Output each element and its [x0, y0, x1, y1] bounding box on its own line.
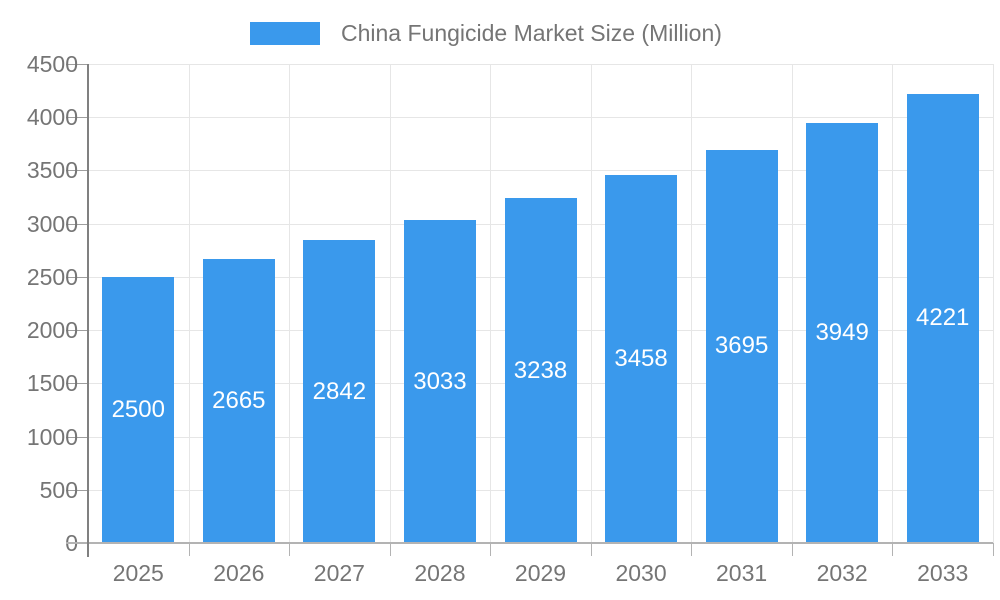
x-axis-line	[66, 542, 993, 544]
x-gridline	[389, 64, 391, 543]
x-axis-tick-label: 2026	[213, 560, 265, 586]
y-tick	[66, 436, 88, 438]
bar-value-label: 3949	[815, 318, 869, 346]
x-gridline	[490, 64, 492, 543]
y-tick	[66, 489, 88, 491]
bar[interactable]: 3238	[504, 198, 577, 543]
x-gridline	[791, 64, 793, 543]
bar[interactable]: 4221	[906, 93, 979, 543]
bar[interactable]: 3949	[806, 122, 879, 543]
x-axis-tick-label: 2031	[716, 560, 768, 586]
bar-value-label: 3033	[413, 367, 467, 395]
x-axis-tick-label: 2029	[514, 560, 567, 586]
bar-value-label: 3458	[614, 344, 668, 372]
x-axis-tick-label: 2028	[414, 560, 466, 586]
legend-label: China Fungicide Market Size (Million)	[341, 20, 722, 46]
bar-value-label: 4221	[916, 304, 970, 332]
y-axis-line	[87, 64, 89, 557]
bar[interactable]: 3695	[705, 149, 778, 543]
x-tick	[389, 543, 391, 556]
bar[interactable]: 3033	[403, 220, 476, 543]
x-gridline	[892, 64, 894, 543]
y-axis-tick-label: 1500	[26, 370, 78, 397]
y-tick	[66, 383, 88, 385]
x-tick	[490, 543, 492, 556]
bar[interactable]: 2842	[303, 240, 376, 543]
x-tick	[590, 543, 592, 556]
legend: China Fungicide Market Size (Million)	[250, 20, 722, 47]
bar-value-label: 2500	[111, 395, 165, 423]
y-tick	[66, 117, 88, 119]
y-axis-tick-label: 4500	[26, 51, 78, 77]
y-tick	[66, 170, 88, 172]
y-axis-tick-label: 3500	[26, 157, 78, 184]
y-gridline	[66, 117, 993, 119]
y-tick	[66, 276, 88, 278]
x-gridline	[691, 64, 693, 543]
x-gridline	[289, 64, 291, 543]
x-tick	[691, 543, 693, 556]
bar[interactable]: 3458	[605, 174, 678, 543]
y-axis-tick-label: 3000	[26, 210, 78, 237]
bar-value-label: 2842	[312, 377, 367, 405]
bar-value-label: 3238	[513, 356, 568, 384]
y-axis-tick-label: 1000	[26, 423, 78, 450]
legend-swatch	[250, 22, 320, 45]
y-tick	[66, 223, 88, 225]
x-tick	[289, 543, 291, 556]
bar[interactable]: 2500	[102, 276, 175, 543]
bar-value-label: 3695	[714, 332, 769, 360]
x-tick	[791, 543, 793, 556]
y-axis-tick-label: 500	[39, 476, 78, 503]
x-gridline	[590, 64, 592, 543]
y-gridline	[66, 64, 993, 65]
bar[interactable]: 2665	[202, 259, 275, 543]
y-axis-tick-label: 4000	[26, 104, 78, 131]
x-tick	[892, 543, 894, 556]
y-axis-tick-label: 2000	[26, 317, 78, 344]
x-axis-tick-label: 2025	[112, 560, 164, 586]
y-tick	[66, 64, 88, 65]
y-tick	[66, 330, 88, 332]
x-gridline	[993, 64, 994, 543]
x-axis-tick-label: 2030	[615, 560, 667, 586]
bar-value-label: 2665	[212, 387, 266, 415]
x-axis-tick-label: 2027	[313, 560, 365, 586]
x-gridline	[188, 64, 190, 543]
x-axis-tick-label: 2032	[816, 560, 868, 586]
x-tick	[188, 543, 190, 556]
x-tick	[993, 543, 994, 556]
x-axis-tick-label: 2033	[917, 560, 969, 586]
y-gridline	[66, 170, 993, 172]
y-axis-tick-label: 2500	[26, 263, 78, 290]
